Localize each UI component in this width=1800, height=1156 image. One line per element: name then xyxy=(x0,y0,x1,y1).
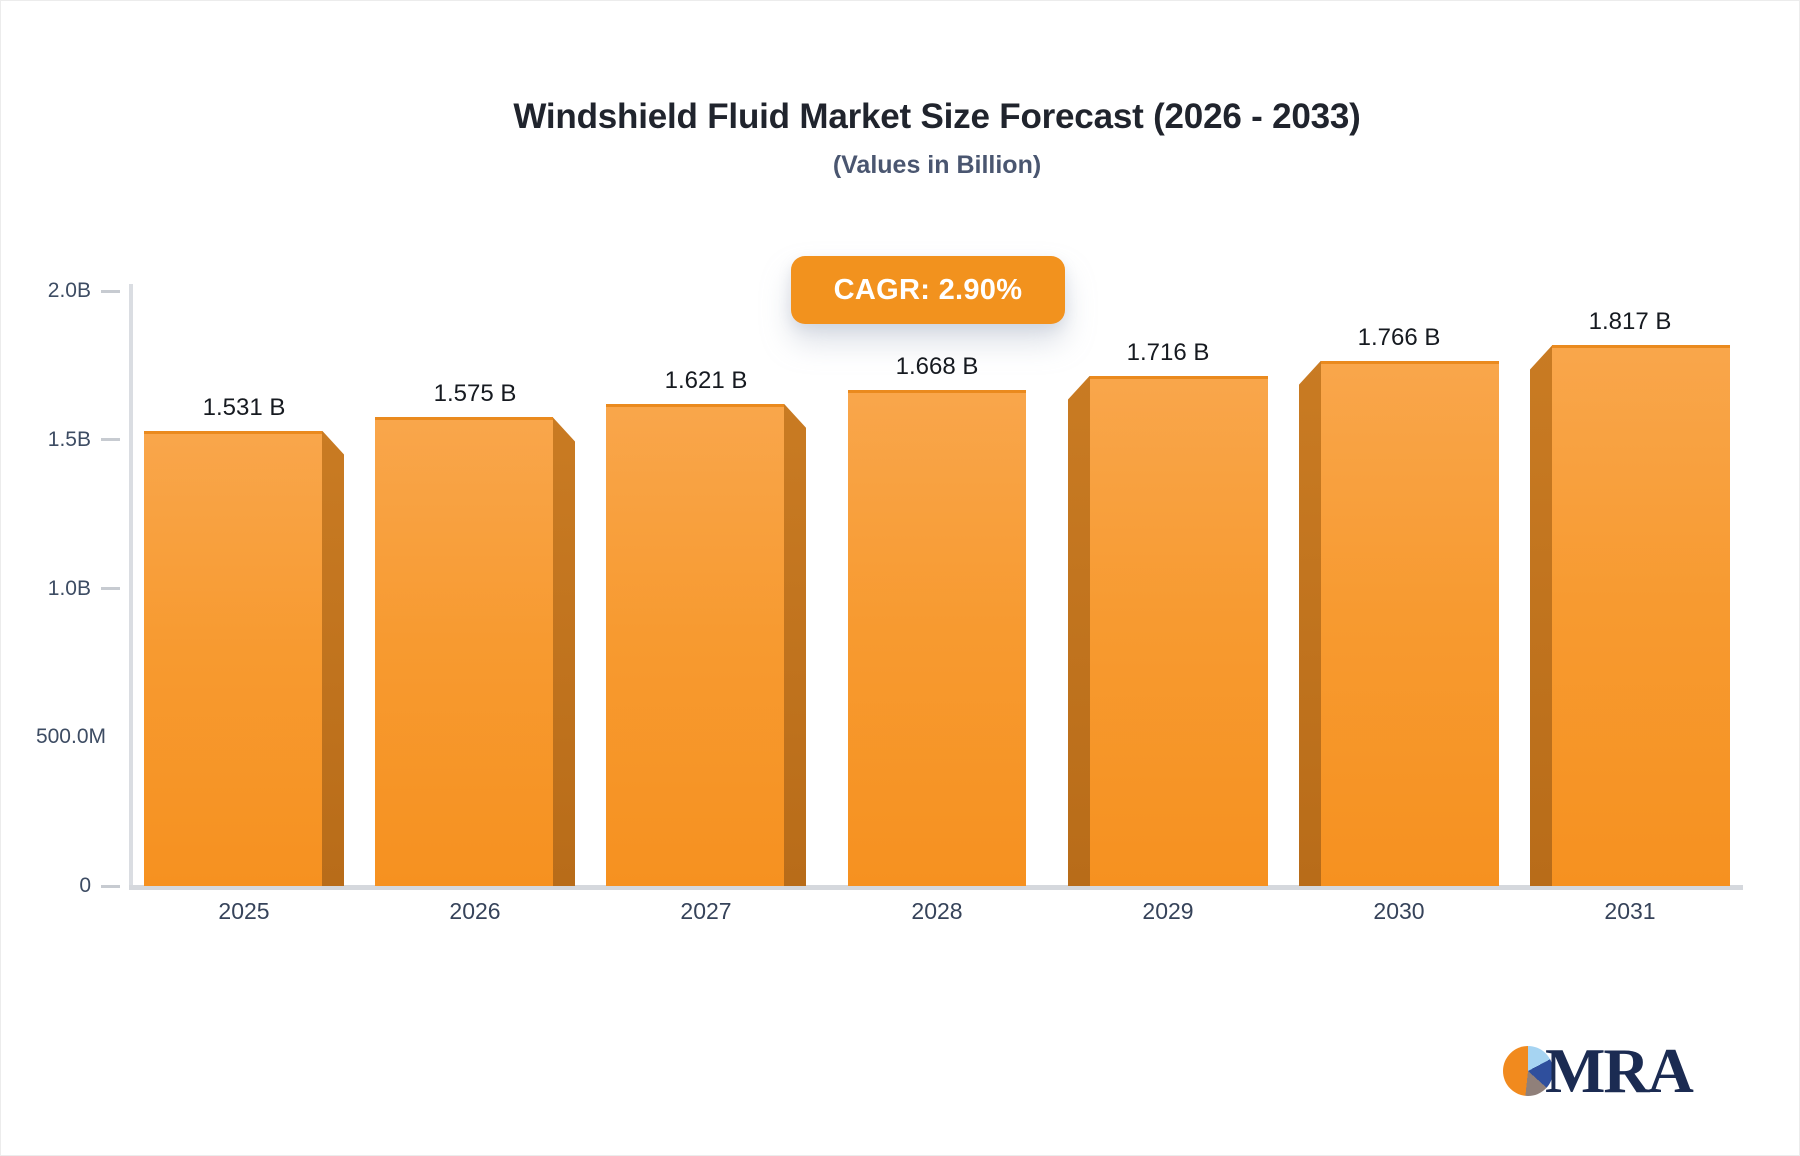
y-tick-2.0B: 2.0B xyxy=(1,278,131,304)
bar-2029: 1.716 B xyxy=(1068,339,1268,886)
bar-slot-2031: 1.817 B 2031 xyxy=(1530,291,1730,924)
y-tick-0: 0 xyxy=(1,873,131,899)
bar-slot-2029: 1.716 B 2029 xyxy=(1068,291,1268,924)
y-tick-1.0B: 1.0B xyxy=(1,576,131,602)
bar-2031: 1.817 B xyxy=(1530,308,1730,886)
y-tick-1.5B: 1.5B xyxy=(1,427,131,453)
bar-2028: 1.668 B xyxy=(837,353,1037,886)
x-axis-line xyxy=(129,885,1743,890)
bar-value-label: 1.766 B xyxy=(1357,323,1441,351)
bar-slot-2028: 1.668 B 2028 xyxy=(837,291,1037,924)
bar-face xyxy=(848,389,1026,886)
bar-value-label: 1.668 B xyxy=(895,352,979,380)
mra-logo: MRA xyxy=(1503,1031,1733,1111)
y-tick-mark xyxy=(101,587,120,590)
bar-slot-2025: 1.531 B 2025 xyxy=(144,291,344,924)
y-tick-500.0M: 500.0M xyxy=(1,724,131,750)
page-title: Windshield Fluid Market Size Forecast (2… xyxy=(513,97,1361,136)
logo-text: MRA xyxy=(1545,1035,1694,1106)
x-tick-label: 2031 xyxy=(1604,898,1656,924)
bar-side xyxy=(784,403,806,886)
y-tick-label: 0 xyxy=(79,874,91,897)
bar-face xyxy=(1321,360,1499,886)
bar-value-label: 1.716 B xyxy=(1126,338,1210,366)
bar-side xyxy=(553,417,575,886)
bar-face xyxy=(1090,375,1268,886)
y-tick-label: 500.0M xyxy=(35,725,106,749)
cagr-badge: CAGR: 2.90% xyxy=(791,256,1065,324)
bar-side xyxy=(1530,345,1552,886)
bar-face xyxy=(375,417,553,886)
bar-side xyxy=(1068,375,1090,886)
x-tick-label: 2025 xyxy=(218,898,270,924)
bar-2026: 1.575 B xyxy=(375,380,575,886)
bar-face xyxy=(1552,345,1730,886)
bar-slot-2026: 1.575 B 2026 xyxy=(375,291,575,924)
plot-area: 1.531 B 2025 1.575 B 2026 1.621 B 2027 1.668 B… xyxy=(131,291,1751,924)
x-tick-label: 2030 xyxy=(1373,898,1425,924)
chart-subtitle: (Values in Billion) xyxy=(832,151,1042,179)
bar-value-label: 1.621 B xyxy=(664,366,748,394)
bar-slot-2027: 1.621 B 2027 xyxy=(606,291,806,924)
bar-value-label: 1.817 B xyxy=(1588,308,1672,336)
bar-face xyxy=(144,430,322,886)
bar-value-label: 1.575 B xyxy=(433,380,517,408)
bar-face xyxy=(606,403,784,886)
y-axis-line xyxy=(129,284,133,890)
y-tick-label: 1.0B xyxy=(47,576,91,600)
bar-side xyxy=(322,430,344,886)
y-axis: 2.0B 1.5B 1.0B 500.0M 0 xyxy=(1,1,131,1155)
x-tick-label: 2027 xyxy=(680,898,732,924)
bar-value-label: 1.531 B xyxy=(202,393,286,421)
bar-2030: 1.766 B xyxy=(1299,324,1499,886)
bar-2025: 1.531 B xyxy=(144,394,344,886)
x-tick-label: 2028 xyxy=(911,898,963,924)
y-tick-label: 1.5B xyxy=(47,427,91,451)
y-tick-mark xyxy=(101,884,120,888)
x-tick-label: 2026 xyxy=(449,898,501,924)
bar-side xyxy=(1299,360,1321,886)
pie-chart-logo-icon xyxy=(1503,1046,1553,1096)
y-tick-mark xyxy=(101,438,120,442)
y-tick-mark xyxy=(101,289,120,293)
bar-2027: 1.621 B xyxy=(606,367,806,886)
x-tick-label: 2029 xyxy=(1142,898,1194,924)
y-tick-label: 2.0B xyxy=(47,279,91,302)
bar-slot-2030: 1.766 B 2030 xyxy=(1299,291,1499,924)
